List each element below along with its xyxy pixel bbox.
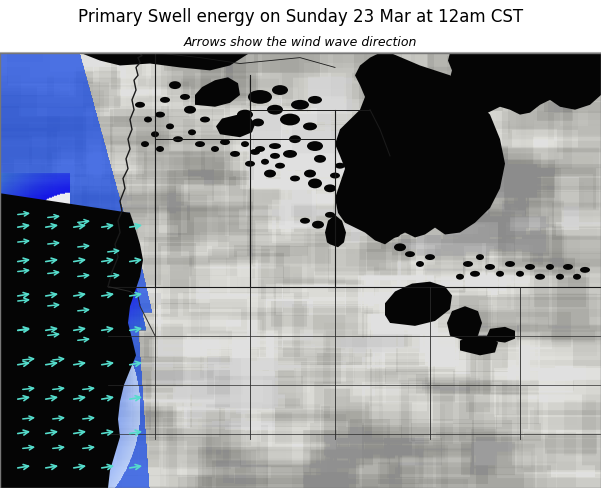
Ellipse shape: [144, 117, 152, 122]
Polygon shape: [216, 115, 255, 137]
Text: Arrows show the wind wave direction: Arrows show the wind wave direction: [184, 36, 417, 49]
Ellipse shape: [289, 135, 301, 143]
Ellipse shape: [264, 170, 276, 178]
Ellipse shape: [267, 105, 283, 115]
Ellipse shape: [200, 117, 210, 122]
Ellipse shape: [363, 202, 373, 208]
Ellipse shape: [283, 150, 297, 158]
Ellipse shape: [580, 267, 590, 273]
Ellipse shape: [546, 264, 554, 270]
Ellipse shape: [307, 141, 323, 151]
Polygon shape: [335, 53, 505, 244]
Ellipse shape: [245, 161, 255, 167]
Ellipse shape: [370, 218, 380, 224]
Ellipse shape: [456, 274, 464, 280]
Ellipse shape: [563, 264, 573, 270]
Ellipse shape: [184, 106, 196, 114]
Polygon shape: [195, 77, 240, 107]
Ellipse shape: [463, 261, 473, 267]
Text: Primary Swell energy on Sunday 23 Mar at 12am CST: Primary Swell energy on Sunday 23 Mar at…: [78, 8, 523, 26]
Ellipse shape: [261, 159, 269, 165]
Ellipse shape: [312, 221, 324, 228]
Polygon shape: [487, 327, 515, 343]
Ellipse shape: [303, 122, 317, 130]
Ellipse shape: [169, 81, 181, 89]
Ellipse shape: [300, 218, 310, 224]
Ellipse shape: [390, 231, 400, 238]
Ellipse shape: [151, 131, 159, 137]
Ellipse shape: [308, 179, 322, 188]
Ellipse shape: [237, 110, 253, 120]
Ellipse shape: [270, 153, 280, 159]
Ellipse shape: [314, 155, 326, 163]
Ellipse shape: [166, 123, 174, 129]
Ellipse shape: [211, 146, 219, 152]
Polygon shape: [447, 306, 482, 341]
Ellipse shape: [252, 119, 264, 126]
Ellipse shape: [141, 141, 149, 147]
Ellipse shape: [353, 212, 363, 218]
Ellipse shape: [250, 149, 260, 155]
Ellipse shape: [230, 151, 240, 157]
Ellipse shape: [476, 254, 484, 260]
Ellipse shape: [156, 146, 164, 152]
Ellipse shape: [324, 184, 336, 192]
Ellipse shape: [516, 271, 524, 277]
Polygon shape: [385, 282, 452, 326]
Ellipse shape: [290, 176, 300, 182]
Ellipse shape: [355, 192, 365, 198]
Ellipse shape: [535, 274, 545, 280]
Ellipse shape: [269, 143, 281, 149]
Ellipse shape: [275, 163, 285, 169]
Ellipse shape: [556, 274, 564, 280]
Ellipse shape: [525, 264, 535, 270]
Ellipse shape: [280, 114, 300, 125]
Ellipse shape: [160, 97, 170, 103]
Ellipse shape: [416, 261, 424, 267]
Ellipse shape: [325, 212, 335, 218]
Ellipse shape: [349, 172, 361, 180]
Ellipse shape: [272, 85, 288, 95]
Ellipse shape: [470, 271, 480, 277]
Ellipse shape: [308, 96, 322, 104]
Ellipse shape: [496, 271, 504, 277]
Ellipse shape: [344, 180, 356, 187]
Polygon shape: [325, 215, 346, 247]
Ellipse shape: [344, 200, 352, 206]
Ellipse shape: [425, 254, 435, 260]
Polygon shape: [0, 53, 250, 70]
Ellipse shape: [330, 173, 340, 179]
Ellipse shape: [335, 195, 345, 201]
Polygon shape: [0, 193, 143, 488]
Ellipse shape: [380, 224, 390, 230]
Ellipse shape: [335, 163, 345, 169]
Ellipse shape: [304, 170, 316, 178]
Ellipse shape: [255, 146, 265, 152]
Ellipse shape: [135, 102, 145, 108]
Ellipse shape: [291, 100, 309, 110]
Ellipse shape: [485, 264, 495, 270]
Ellipse shape: [195, 141, 205, 147]
Ellipse shape: [394, 244, 406, 251]
Ellipse shape: [155, 112, 165, 118]
Polygon shape: [460, 336, 498, 355]
Ellipse shape: [573, 274, 581, 280]
Ellipse shape: [505, 261, 515, 267]
Ellipse shape: [220, 139, 230, 145]
Ellipse shape: [358, 183, 372, 193]
Ellipse shape: [405, 251, 415, 257]
Ellipse shape: [360, 212, 370, 218]
Ellipse shape: [188, 129, 196, 135]
Ellipse shape: [173, 136, 183, 142]
Ellipse shape: [248, 90, 272, 104]
Polygon shape: [448, 53, 601, 117]
Ellipse shape: [241, 141, 249, 147]
Ellipse shape: [180, 94, 190, 100]
